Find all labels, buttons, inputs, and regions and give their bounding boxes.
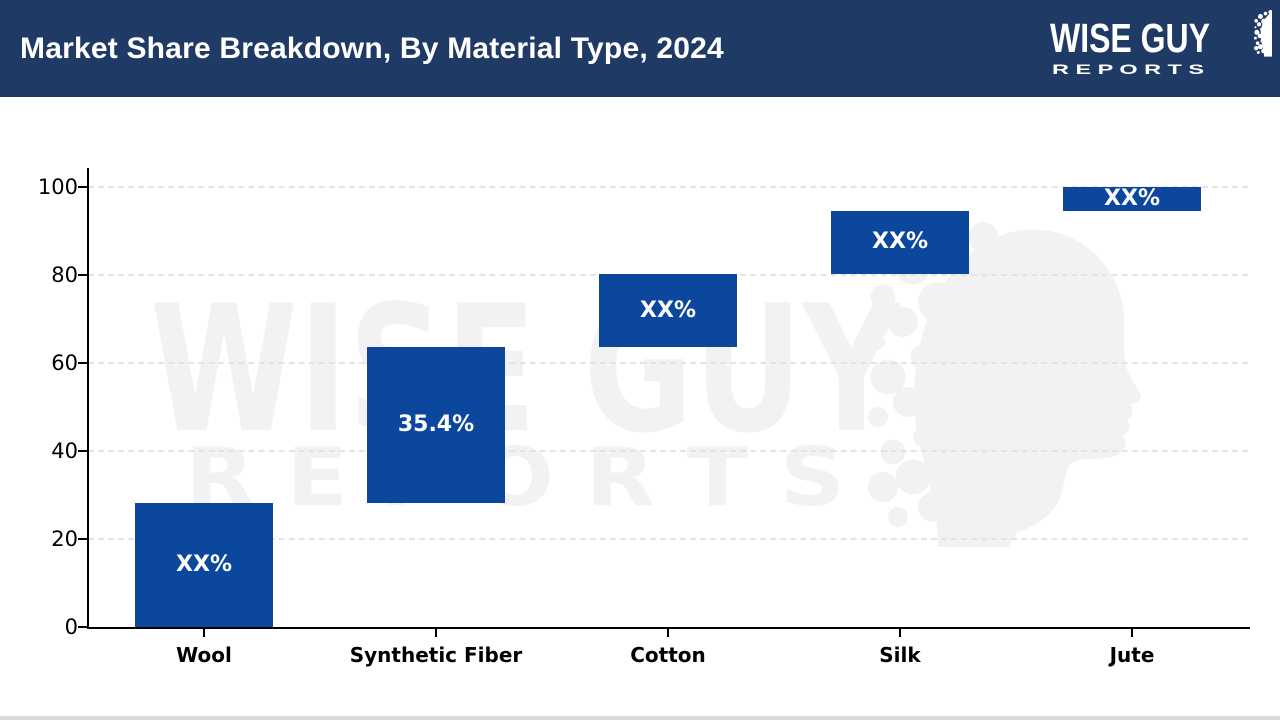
page-title: Market Share Breakdown, By Material Type… <box>20 31 724 65</box>
watermark-text: WISE GUY R E P O R T S <box>150 270 902 524</box>
x-tick-label-4: Jute <box>1109 643 1155 667</box>
y-tick-40 <box>78 450 88 452</box>
x-tick-3 <box>899 629 901 637</box>
y-tick-20 <box>78 538 88 540</box>
bar-value-label: XX% <box>640 297 696 323</box>
x-tick-label-2: Cotton <box>630 643 706 667</box>
y-tick-100 <box>78 186 88 188</box>
y-tick-label-40: 40 <box>51 439 78 463</box>
bar-silk: XX% <box>831 210 969 275</box>
x-tick-label-1: Synthetic Fiber <box>349 643 523 667</box>
y-tick-label-100: 100 <box>37 175 78 199</box>
bar-cotton: XX% <box>599 274 737 348</box>
y-tick-label-80: 80 <box>51 263 78 287</box>
y-tick-0 <box>78 626 88 628</box>
x-tick-1 <box>435 629 437 637</box>
footer-strip <box>0 716 1280 720</box>
bar-synthetic-fiber: 35.4% <box>367 347 505 503</box>
x-tick-4 <box>1131 629 1133 637</box>
gridline-100 <box>88 186 1248 188</box>
header-band: Market Share Breakdown, By Material Type… <box>0 0 1280 97</box>
bar-value-label: XX% <box>1104 185 1160 211</box>
y-tick-label-0: 0 <box>64 615 78 639</box>
bar-value-label: XX% <box>176 551 232 577</box>
gridline-40 <box>88 450 1248 452</box>
x-axis-line <box>87 627 1250 629</box>
y-tick-label-20: 20 <box>51 527 78 551</box>
wise-guy-reports-logo: WISE GUY R E P O R T S <box>1050 4 1272 77</box>
watermark-reports: R E P O R T S <box>185 431 845 524</box>
logo-reports: R E P O R T S <box>1052 61 1204 77</box>
y-tick-60 <box>78 362 88 364</box>
y-tick-80 <box>78 274 88 276</box>
bar-value-label: 35.4% <box>397 412 475 438</box>
bar-wool: XX% <box>135 502 273 627</box>
x-tick-0 <box>203 629 205 637</box>
gridline-20 <box>88 538 1248 540</box>
bar-value-label: XX% <box>872 229 928 255</box>
logo-head-icon <box>1254 10 1272 57</box>
logo-wise-guy: WISE GUY <box>1050 15 1210 61</box>
y-tick-label-60: 60 <box>51 351 78 375</box>
watermark-wise-guy: WISE GUY <box>150 270 902 472</box>
bar-jute: XX% <box>1063 187 1201 211</box>
y-axis-line <box>87 168 89 629</box>
x-tick-2 <box>667 629 669 637</box>
x-tick-label-0: Wool <box>176 643 232 667</box>
gridline-60 <box>88 362 1248 364</box>
x-tick-label-3: Silk <box>879 643 921 667</box>
